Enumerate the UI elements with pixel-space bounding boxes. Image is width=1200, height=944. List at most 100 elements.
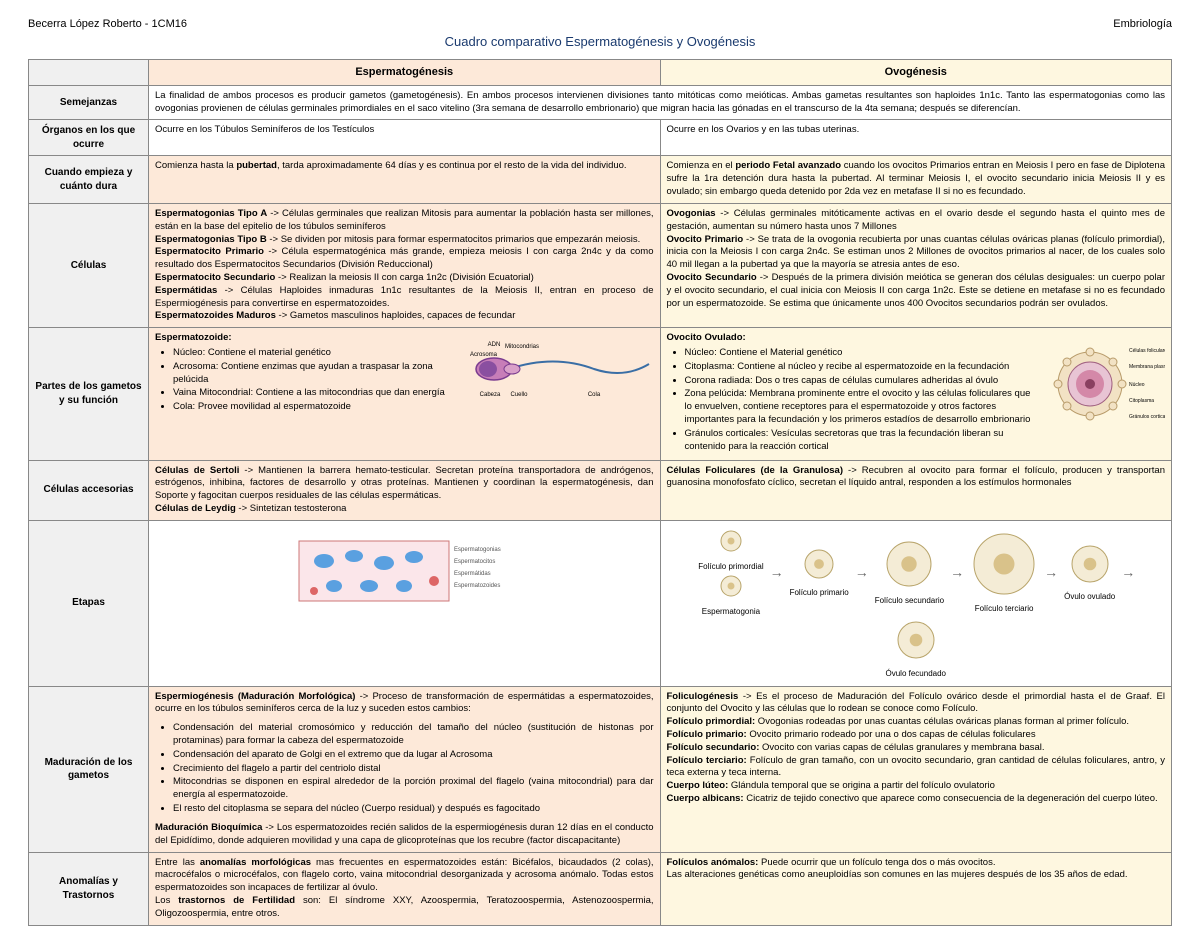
list-item: Folículo terciario: Folículo de gran tam… (667, 755, 1166, 781)
list-item: Espermátidas -> Células Haploides inmadu… (155, 285, 654, 311)
stage-circle: Folículo terciario (970, 530, 1038, 616)
svg-text:Espermatocitos: Espermatocitos (454, 559, 495, 565)
row-anomalias: Anomalías y Trastornos Entre las anomalí… (29, 852, 1172, 925)
celulas-esp: Espermatogonias Tipo A -> Células germin… (149, 203, 661, 327)
stage-label: Espermatogonia (702, 607, 760, 618)
svg-text:Citoplasma: Citoplasma (1129, 398, 1154, 404)
stage-label: Óvulo fecundado (886, 669, 947, 680)
partes-esp: ADN Mitocondrias Acrosoma Cabeza Cuello … (149, 328, 661, 460)
stage-label: Folículo terciario (970, 604, 1038, 615)
sperm-diagram: ADN Mitocondrias Acrosoma Cabeza Cuello … (464, 334, 654, 404)
list-item: Espermatozoides Maduros -> Gametos mascu… (155, 310, 654, 323)
label-etapas: Etapas (29, 520, 149, 686)
etapas-esp: Espermatogonias Espermatocitos Espermáti… (149, 520, 661, 686)
cuando-ovo: Comienza en el periodo Fetal avanzado cu… (660, 156, 1172, 203)
stage-circle: Folículo primordial (698, 527, 763, 573)
svg-text:Cabeza: Cabeza (479, 392, 500, 398)
cuando-esp: Comienza hasta la pubertad, tarda aproxi… (149, 156, 661, 203)
celulas-ovo: Ovogonias -> Células germinales mitótica… (660, 203, 1172, 327)
list-item: Mitocondrias se disponen en espiral alre… (173, 776, 654, 802)
seminiferous-diagram: Espermatogonias Espermatocitos Espermáti… (294, 531, 514, 611)
label-maduracion: Maduración de los gametos (29, 686, 149, 852)
arrow-icon: → (950, 563, 964, 582)
partes-ovo: Células foliculares de corona radiada Me… (660, 328, 1172, 460)
list-item: Cuerpo albicans: Cicatriz de tejido cone… (667, 793, 1166, 806)
organos-esp: Ocurre en los Túbulos Seminíferos de los… (149, 120, 661, 156)
row-cuando: Cuando empieza y cuánto dura Comienza ha… (29, 156, 1172, 203)
svg-text:Membrana plasmática: Membrana plasmática (1129, 364, 1165, 370)
list-item: Folículo secundario: Ovocito con varias … (667, 742, 1166, 755)
label-anomalias: Anomalías y Trastornos (29, 852, 149, 925)
svg-text:Espermatogonias: Espermatogonias (454, 547, 501, 553)
stage-circle: Espermatogonia (702, 572, 760, 618)
page-title: Cuadro comparativo Espermatogénesis y Ov… (28, 34, 1172, 49)
list-item: Cuerpo lúteo: Glándula temporal que se o… (667, 780, 1166, 793)
row-organos: Órganos en los que ocurre Ocurre en los … (29, 120, 1172, 156)
label-celulas: Células (29, 203, 149, 327)
comparison-table: Espermatogénesis Ovogénesis Semejanzas L… (28, 59, 1172, 926)
arrow-icon: → (1044, 563, 1058, 582)
label-cuando: Cuando empieza y cuánto dura (29, 156, 149, 203)
list-item: Folículo primario: Ovocito primario rode… (667, 729, 1166, 742)
col-header-esp: Espermatogénesis (149, 60, 661, 86)
list-item: Espermatogonias Tipo A -> Células germin… (155, 208, 654, 234)
arrow-icon: → (770, 563, 784, 582)
list-item: Ovocito Primario -> Se trata de la ovogo… (667, 234, 1166, 272)
stage-label: Folículo secundario (875, 596, 944, 607)
table-header-row: Espermatogénesis Ovogénesis (29, 60, 1172, 86)
maduracion-esp-list: Condensación del material cromosómico y … (155, 722, 654, 816)
list-item: Espermatocito Primario -> Célula esperma… (155, 246, 654, 272)
list-item: Ovocito Secundario -> Después de la prim… (667, 272, 1166, 310)
svg-text:Cola: Cola (587, 392, 600, 398)
row-celulas: Células Espermatogonias Tipo A -> Célula… (29, 203, 1172, 327)
svg-text:Mitocondrias: Mitocondrias (504, 344, 538, 350)
stage-label: Óvulo ovulado (1064, 592, 1115, 603)
arrow-icon: → (1121, 563, 1135, 582)
semejanzas-text: La finalidad de ambos procesos es produc… (149, 85, 1172, 120)
arrow-icon: → (855, 563, 869, 582)
svg-text:Espermatozoides: Espermatozoides (454, 583, 500, 589)
row-etapas: Etapas Espermatogonias Espermatocitos Es… (29, 520, 1172, 686)
header-left: Becerra López Roberto - 1CM16 (28, 18, 187, 30)
stage-circle: Óvulo ovulado (1064, 542, 1115, 604)
stage-circle: Óvulo fecundado (886, 618, 947, 680)
corner-cell (29, 60, 149, 86)
header-right: Embriología (1113, 18, 1172, 30)
label-partes: Partes de los gametos y su función (29, 328, 149, 460)
accesorias-ovo: Células Foliculares (de la Granulosa) ->… (660, 460, 1172, 520)
svg-text:Gránulos corticales: Gránulos corticales (1129, 414, 1165, 420)
anomalias-esp: Entre las anomalías morfológicas mas fre… (149, 852, 661, 925)
svg-text:Espermátidas: Espermátidas (454, 571, 491, 577)
ovum-diagram: Células foliculares de corona radiada Me… (1045, 334, 1165, 434)
maduracion-ovo: Foliculogénesis -> Es el proceso de Madu… (660, 686, 1172, 852)
list-item: Condensación del aparato de Golgi en el … (173, 749, 654, 762)
stage-circle: Folículo secundario (875, 538, 944, 608)
label-accesorias: Células accesorias (29, 460, 149, 520)
accesorias-esp: Células de Sertoli -> Mantienen la barre… (149, 460, 661, 520)
list-item: Crecimiento del flagelo a partir del cen… (173, 763, 654, 776)
row-accesorias: Células accesorias Células de Sertoli ->… (29, 460, 1172, 520)
page-header: Becerra López Roberto - 1CM16 Embriologí… (28, 18, 1172, 30)
organos-ovo: Ocurre en los Ovarios y en las tubas ute… (660, 120, 1172, 156)
col-header-ovo: Ovogénesis (660, 60, 1172, 86)
label-organos: Órganos en los que ocurre (29, 120, 149, 156)
svg-text:ADN: ADN (487, 342, 500, 348)
svg-text:Cuello: Cuello (510, 392, 528, 398)
list-item: Ovogonias -> Células germinales mitótica… (667, 208, 1166, 234)
stage-label: Folículo primordial (698, 562, 763, 573)
list-item: Espermatocito Secundario -> Realizan la … (155, 272, 654, 285)
anomalias-ovo: Folículos anómalos: Puede ocurrir que un… (660, 852, 1172, 925)
list-item: El resto del citoplasma se separa del nú… (173, 803, 654, 816)
svg-text:Núcleo: Núcleo (1129, 382, 1145, 388)
stage-circle: Folículo primario (790, 546, 849, 600)
svg-text:Células foliculares de corona: Células foliculares de corona radiada (1129, 348, 1165, 354)
maduracion-esp: Espermiogénesis (Maduración Morfológica)… (149, 686, 661, 852)
list-item: Espermatogonias Tipo B -> Se dividen por… (155, 234, 654, 247)
row-semejanzas: Semejanzas La finalidad de ambos proceso… (29, 85, 1172, 120)
row-partes: Partes de los gametos y su función ADN M… (29, 328, 1172, 460)
label-semejanzas: Semejanzas (29, 85, 149, 120)
etapas-ovo: Folículo primordial Espermatogonia → Folícu… (660, 520, 1172, 686)
svg-text:Acrosoma: Acrosoma (470, 352, 498, 358)
row-maduracion: Maduración de los gametos Espermiogénesi… (29, 686, 1172, 852)
list-item: Folículo primordial: Ovogonias rodeadas … (667, 716, 1166, 729)
